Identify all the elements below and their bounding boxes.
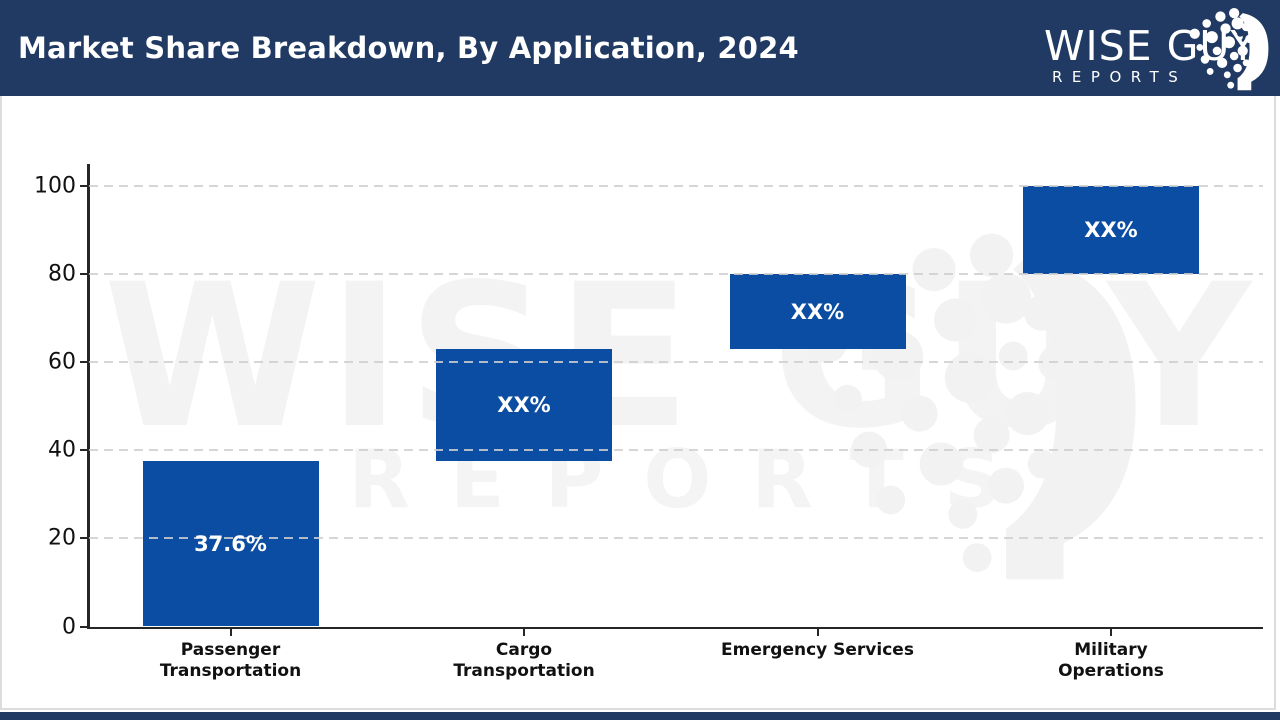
- x-tick: [523, 628, 525, 636]
- x-axis-label: Passenger Transportation: [159, 639, 302, 681]
- bar-label: XX%: [790, 299, 845, 324]
- x-tick: [229, 628, 232, 636]
- x-axis-label: Cargo Transportation: [453, 639, 595, 681]
- gridline: [89, 273, 1263, 276]
- y-tick: [80, 449, 87, 452]
- x-tick: [1110, 628, 1112, 636]
- y-tick-label: 60: [48, 349, 76, 375]
- bar: [142, 460, 319, 627]
- y-tick-label: 20: [48, 525, 76, 551]
- header-bar: Market Share Breakdown, By Application, …: [0, 0, 1280, 96]
- footer-bar: [0, 712, 1280, 720]
- y-tick: [80, 537, 87, 540]
- x-axis-label: Military Operations: [1058, 639, 1164, 681]
- x-axis-label: Emergency Services: [721, 639, 914, 660]
- x-axis: [87, 626, 1263, 629]
- gridline: [89, 449, 1263, 452]
- x-tick: [816, 628, 819, 636]
- y-axis: [87, 164, 90, 629]
- bar-label: XX%: [1084, 218, 1138, 243]
- wiseguy-head-icon: [1189, 8, 1269, 91]
- gridline: [89, 185, 1263, 187]
- logo-text-reports: REPORTS: [1052, 68, 1188, 86]
- y-tick-label: 100: [34, 173, 76, 199]
- gridline: [89, 361, 1263, 364]
- page-title: Market Share Breakdown, By Application, …: [18, 31, 799, 65]
- y-tick: [80, 273, 87, 276]
- y-tick-label: 0: [62, 614, 76, 639]
- bar-label: 37.6%: [194, 531, 267, 556]
- y-tick: [80, 361, 87, 364]
- y-tick: [80, 185, 87, 187]
- y-tick-label: 80: [48, 261, 76, 287]
- gridline: [89, 537, 1263, 540]
- y-tick-label: 40: [48, 437, 76, 463]
- bar: [436, 348, 612, 461]
- y-tick: [80, 625, 87, 628]
- wiseguy-logo: WISE GUY REPORTS: [1016, 6, 1269, 91]
- bar-label: XX%: [497, 392, 551, 417]
